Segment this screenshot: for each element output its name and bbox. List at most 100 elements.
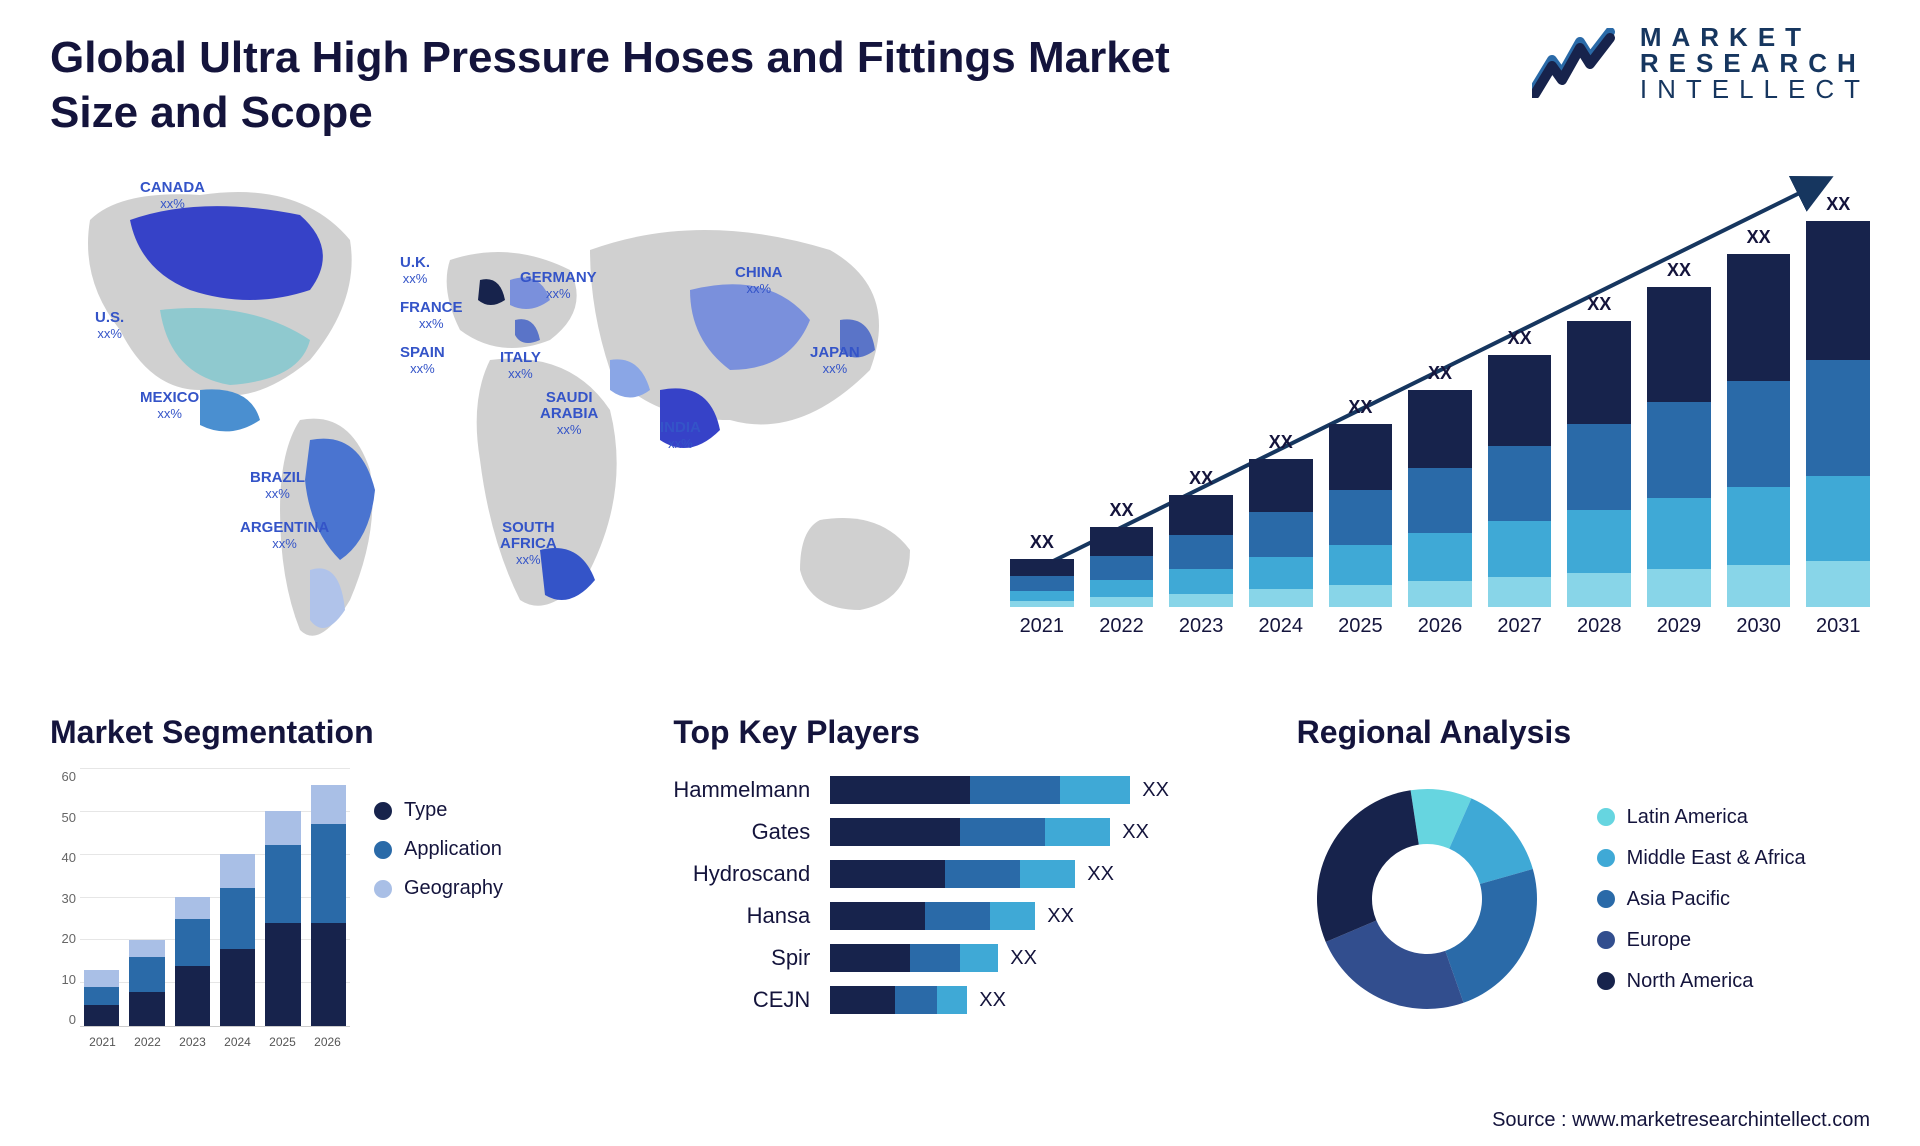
- player-value: XX: [1047, 905, 1074, 928]
- growth-year-label: 2026: [1418, 615, 1463, 638]
- segmentation-bar: [129, 940, 164, 1026]
- growth-bar: XX 2021: [1010, 532, 1074, 638]
- regional-section: Regional Analysis Latin America Middle Ea…: [1297, 714, 1870, 1049]
- map-label: SOUTHAFRICAxx%: [500, 520, 557, 567]
- growth-year-label: 2028: [1577, 615, 1622, 638]
- player-value: XX: [1087, 863, 1114, 886]
- player-name: Hydroscand: [673, 853, 810, 895]
- growth-bar: XX 2024: [1249, 432, 1313, 638]
- player-value: XX: [1010, 947, 1037, 970]
- growth-year-label: 2025: [1338, 615, 1383, 638]
- donut-slice: [1317, 790, 1419, 942]
- growth-bar-label: XX: [1508, 328, 1532, 349]
- logo-icon: [1532, 28, 1622, 98]
- growth-bar-label: XX: [1667, 260, 1691, 281]
- map-label: FRANCExx%: [400, 300, 463, 332]
- regional-legend: Latin America Middle East & Africa Asia Pa…: [1597, 806, 1806, 993]
- growth-bar: XX 2028: [1567, 294, 1631, 638]
- map-label: CHINAxx%: [735, 265, 783, 297]
- growth-chart: XX 2021 XX 2022 XX 2023 XX 2024 XX 2025 XX 2026 XX 20…: [1010, 160, 1870, 680]
- player-name: Gates: [673, 811, 810, 853]
- growth-year-label: 2024: [1258, 615, 1303, 638]
- player-value: XX: [1142, 779, 1169, 802]
- player-bar-row: XX: [830, 979, 1169, 1021]
- segmentation-bar: [84, 970, 119, 1026]
- map-label: CANADAxx%: [140, 180, 205, 212]
- map-label: ITALYxx%: [500, 350, 541, 382]
- player-bar-row: XX: [830, 937, 1169, 979]
- legend-item: Middle East & Africa: [1597, 847, 1806, 870]
- player-bar-row: XX: [830, 895, 1169, 937]
- growth-bar: XX 2030: [1727, 227, 1791, 638]
- segmentation-bar: [220, 854, 255, 1026]
- segmentation-chart: 6050403020100 202120222023202420252026: [50, 769, 350, 1049]
- growth-year-label: 2022: [1099, 615, 1144, 638]
- map-label: U.K.xx%: [400, 255, 430, 287]
- growth-year-label: 2023: [1179, 615, 1224, 638]
- player-name: Spir: [673, 937, 810, 979]
- growth-bar-label: XX: [1826, 194, 1850, 215]
- segmentation-legend: Type Application Geography: [374, 799, 503, 1049]
- page-title: Global Ultra High Pressure Hoses and Fit…: [50, 30, 1230, 140]
- map-label: SPAINxx%: [400, 345, 445, 377]
- growth-bar-label: XX: [1348, 397, 1372, 418]
- regional-title: Regional Analysis: [1297, 714, 1870, 751]
- map-label: BRAZILxx%: [250, 470, 305, 502]
- player-name: Hammelmann: [673, 769, 810, 811]
- map-label: ARGENTINAxx%: [240, 520, 329, 552]
- growth-year-label: 2029: [1657, 615, 1702, 638]
- legend-item: Latin America: [1597, 806, 1806, 829]
- player-value: XX: [979, 989, 1006, 1012]
- logo-line2: RESEARCH: [1640, 50, 1870, 76]
- growth-year-label: 2021: [1020, 615, 1065, 638]
- legend-item: Application: [374, 838, 503, 861]
- map-label: MEXICOxx%: [140, 390, 199, 422]
- growth-bar: XX 2025: [1329, 397, 1393, 638]
- legend-item: Asia Pacific: [1597, 888, 1806, 911]
- growth-bar-label: XX: [1587, 294, 1611, 315]
- growth-bar: XX 2023: [1169, 468, 1233, 638]
- source-text: Source : www.marketresearchintellect.com: [1492, 1109, 1870, 1132]
- growth-bar-label: XX: [1428, 363, 1452, 384]
- donut-slice: [1325, 920, 1463, 1009]
- growth-year-label: 2030: [1736, 615, 1781, 638]
- growth-bar: XX 2022: [1090, 500, 1154, 638]
- growth-bar-label: XX: [1269, 432, 1293, 453]
- growth-bar-label: XX: [1030, 532, 1054, 553]
- brand-logo: MARKET RESEARCH INTELLECT: [1532, 24, 1870, 102]
- world-map: CANADAxx% U.S.xx% MEXICOxx% BRAZILxx% ARGENT…: [50, 160, 970, 680]
- legend-item: Type: [374, 799, 503, 822]
- map-label: SAUDIARABIAxx%: [540, 390, 598, 437]
- growth-year-label: 2031: [1816, 615, 1861, 638]
- legend-item: North America: [1597, 970, 1806, 993]
- growth-bar-label: XX: [1109, 500, 1133, 521]
- segmentation-bar: [311, 785, 346, 1026]
- map-label: JAPANxx%: [810, 345, 860, 377]
- growth-bar: XX 2027: [1488, 328, 1552, 638]
- player-bar-row: XX: [830, 853, 1169, 895]
- segmentation-bar: [265, 811, 300, 1026]
- player-name: CEJN: [673, 979, 810, 1021]
- segmentation-title: Market Segmentation: [50, 714, 623, 751]
- growth-bar: XX 2031: [1806, 194, 1870, 638]
- legend-item: Europe: [1597, 929, 1806, 952]
- player-bar-row: XX: [830, 769, 1169, 811]
- growth-bar: XX 2029: [1647, 260, 1711, 638]
- growth-bar-label: XX: [1747, 227, 1771, 248]
- growth-bar: XX 2026: [1408, 363, 1472, 638]
- legend-item: Geography: [374, 877, 503, 900]
- players-title: Top Key Players: [673, 714, 1246, 751]
- map-label: U.S.xx%: [95, 310, 124, 342]
- player-value: XX: [1122, 821, 1149, 844]
- map-label: INDIAxx%: [660, 420, 701, 452]
- player-names: HammelmannGatesHydroscandHansaSpirCEJN: [673, 769, 810, 1021]
- growth-bar-label: XX: [1189, 468, 1213, 489]
- player-name: Hansa: [673, 895, 810, 937]
- segmentation-section: Market Segmentation 6050403020100 202120…: [50, 714, 623, 1049]
- growth-year-label: 2027: [1497, 615, 1542, 638]
- player-bars: XXXXXXXXXXXX: [830, 769, 1169, 1021]
- segmentation-bar: [175, 897, 210, 1026]
- donut-slice: [1445, 869, 1537, 1003]
- player-bar-row: XX: [830, 811, 1169, 853]
- logo-line1: MARKET: [1640, 24, 1870, 50]
